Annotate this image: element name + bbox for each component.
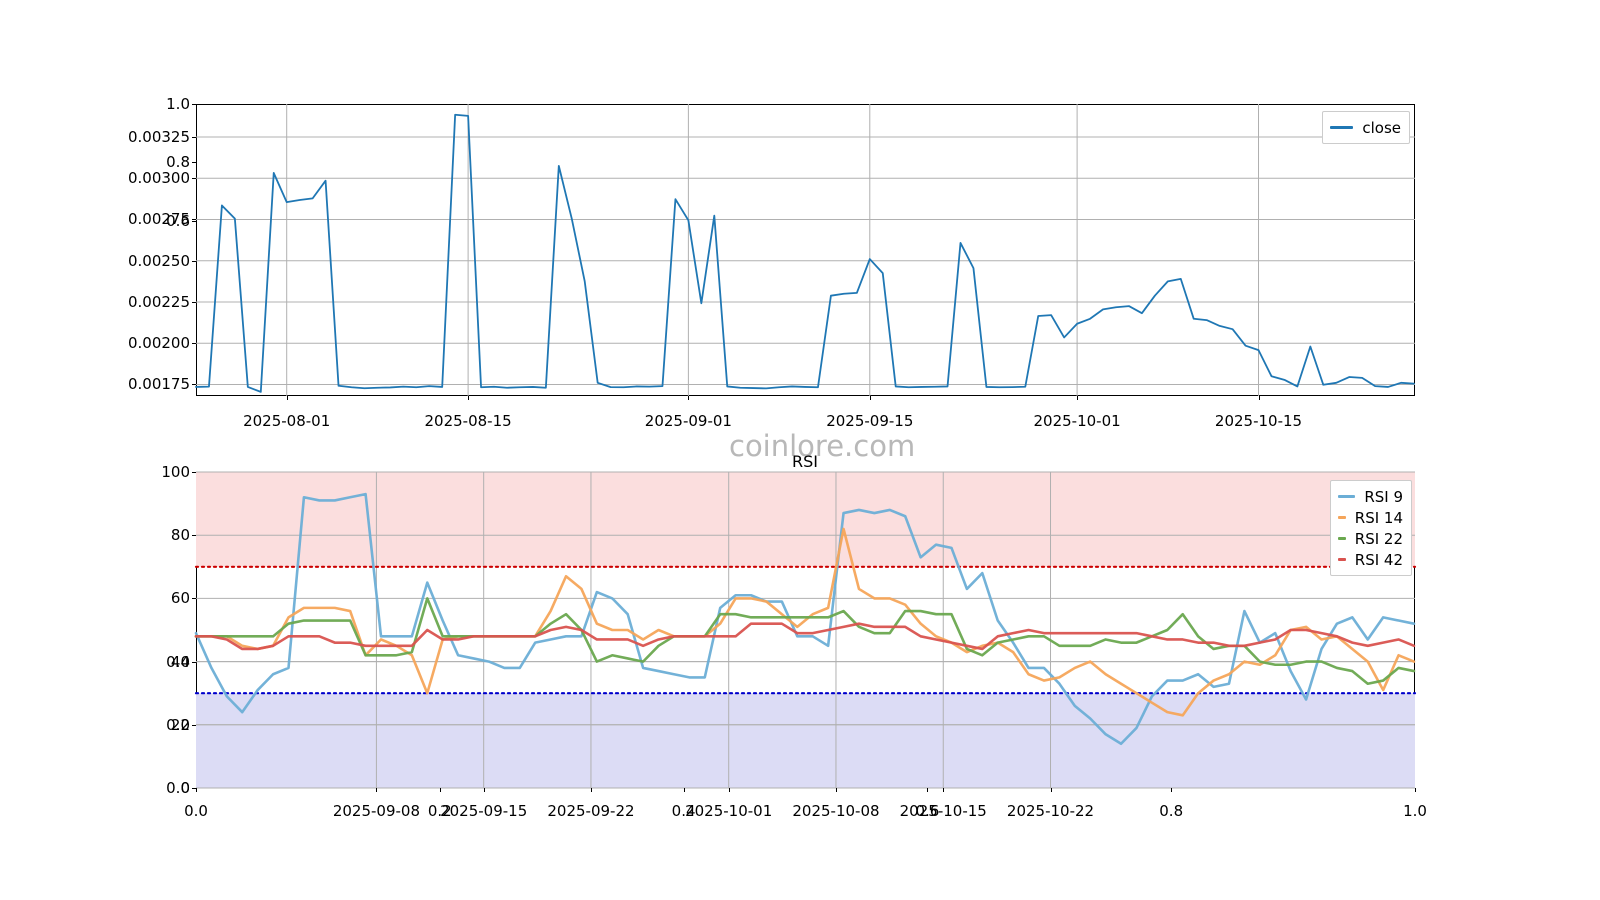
rsi-y-tick: 0 (180, 779, 190, 797)
legend-color-swatch (1338, 558, 1346, 561)
price-x-tick-mark (287, 396, 288, 400)
price-x-tick: 2025-09-01 (644, 412, 732, 430)
price-y-tick-mark (192, 261, 196, 262)
rsi-x-date-tick: 2025-09-15 (440, 802, 528, 820)
rsi-y-tick-mark (192, 535, 196, 536)
price-x-tick-mark (870, 396, 871, 400)
rsi-x-date-tick-mark (376, 788, 377, 792)
price-y-secondary-tick: 1.0 (166, 95, 190, 113)
rsi-y-tick: 100 (161, 463, 190, 481)
rsi-y-secondary-tick: 0.2 (166, 715, 190, 734)
price-x-tick: 2025-10-15 (1214, 412, 1303, 430)
rsi-y-tick: 80 (170, 526, 190, 545)
rsi-x-date-tick-mark (484, 788, 485, 792)
price-y-tick-mark (192, 384, 196, 385)
price-x-tick-mark (1259, 396, 1260, 400)
rsi-x-fraction-tick-mark (927, 788, 928, 792)
rsi-y-tick-mark (192, 472, 196, 473)
rsi-x-fraction-tick-mark (196, 788, 197, 792)
legend-label: RSI 9 (1364, 487, 1403, 506)
legend-color-swatch (1338, 537, 1346, 540)
legend-label: RSI 42 (1354, 550, 1403, 569)
rsi-y-secondary-tick: 0.0 (166, 779, 190, 797)
rsi-x-date-tick-mark (943, 788, 944, 792)
legend-item[interactable]: close (1330, 117, 1401, 138)
price-y-tick-mark (192, 178, 196, 179)
price-y-secondary-tick-mark (192, 104, 196, 105)
price-x-tick-mark (1077, 396, 1078, 400)
price-y-tick: 0.00225 (127, 292, 190, 311)
rsi-legend[interactable]: RSI 9 RSI 14 RSI 22 RSI 42 (1330, 480, 1412, 576)
price-y-secondary-tick-mark (192, 221, 196, 222)
rsi-x-fraction-tick-mark (440, 788, 441, 792)
price-y-tick: 0.00275 (127, 210, 190, 229)
rsi-y-secondary-tick-mark (192, 725, 196, 726)
price-y-tick: 0.00325 (127, 127, 190, 146)
legend-label: RSI 14 (1354, 508, 1403, 527)
rsi-y-tick-mark (192, 598, 196, 599)
rsi-x-fraction-tick-mark (1171, 788, 1172, 792)
rsi-x-date-tick-mark (729, 788, 730, 792)
rsi-x-fraction-tick: 0.0 (184, 802, 208, 820)
price-y-secondary-tick: 0.6 (166, 211, 190, 230)
rsi-x-date-tick-mark (836, 788, 837, 792)
rsi-x-date-tick: 2025-10-08 (792, 802, 880, 820)
price-x-tick: 2025-08-01 (243, 412, 331, 430)
rsi-x-date-tick: 2025-10-22 (1006, 802, 1095, 820)
price-y-tick-mark (192, 343, 196, 344)
rsi-x-fraction-tick: 1.0 (1403, 802, 1427, 820)
price-y-tick: 0.00200 (127, 334, 190, 353)
rsi-x-date-tick: 2025-09-08 (332, 802, 420, 820)
rsi-x-date-tick: 2025-09-22 (547, 802, 635, 820)
rsi-y-secondary-tick: 0.4 (166, 652, 190, 671)
price-x-tick-mark (688, 396, 689, 400)
rsi-x-fraction-tick: 0.6 (915, 802, 940, 820)
rsi-y-tick: 40 (170, 652, 190, 671)
watermark: coinlore.com (729, 429, 916, 463)
rsi-x-fraction-tick: 0.8 (1159, 802, 1184, 820)
legend-item[interactable]: RSI 42 (1338, 549, 1403, 570)
rsi-panel-title: RSI (792, 452, 818, 471)
price-y-secondary-tick-mark (192, 162, 196, 163)
rsi-x-date-tick-mark (1051, 788, 1052, 792)
price-y-tick: 0.00175 (127, 375, 190, 394)
price-x-tick: 2025-09-15 (826, 412, 914, 430)
rsi-x-fraction-tick-mark (684, 788, 685, 792)
legend-item[interactable]: RSI 22 (1338, 528, 1403, 549)
rsi-x-fraction-tick-mark (1415, 788, 1416, 792)
rsi-x-date-tick-mark (591, 788, 592, 792)
price-y-secondary-tick: 0.8 (166, 153, 190, 172)
legend-label: close (1362, 118, 1401, 137)
rsi-y-secondary-tick-mark (192, 662, 196, 663)
rsi-x-date-tick: 2025-10-01 (685, 802, 773, 820)
price-y-tick: 0.00300 (127, 169, 190, 188)
price-plot-area (196, 104, 1415, 396)
price-y-tick-mark (192, 219, 196, 220)
rsi-x-fraction-tick: 0.2 (427, 802, 452, 820)
rsi-x-fraction-tick: 0.4 (671, 802, 696, 820)
legend-item[interactable]: RSI 14 (1338, 507, 1403, 528)
price-y-tick-mark (192, 302, 196, 303)
price-y-tick: 0.00250 (127, 251, 190, 270)
rsi-y-tick: 20 (170, 715, 190, 734)
price-x-tick: 2025-10-01 (1033, 412, 1121, 430)
legend-color-swatch (1338, 516, 1346, 519)
rsi-x-date-tick: 2025-10-15 (899, 802, 987, 820)
price-x-tick: 2025-08-15 (424, 412, 512, 430)
legend-item[interactable]: RSI 9 (1338, 486, 1403, 507)
price-y-tick-mark (192, 137, 196, 138)
legend-color-swatch (1330, 126, 1354, 129)
legend-color-swatch (1338, 495, 1356, 498)
rsi-y-secondary-tick-mark (192, 788, 196, 789)
rsi-y-tick: 60 (170, 589, 190, 608)
legend-label: RSI 22 (1354, 529, 1403, 548)
price-legend[interactable]: close (1322, 111, 1410, 144)
price-x-tick-mark (468, 396, 469, 400)
